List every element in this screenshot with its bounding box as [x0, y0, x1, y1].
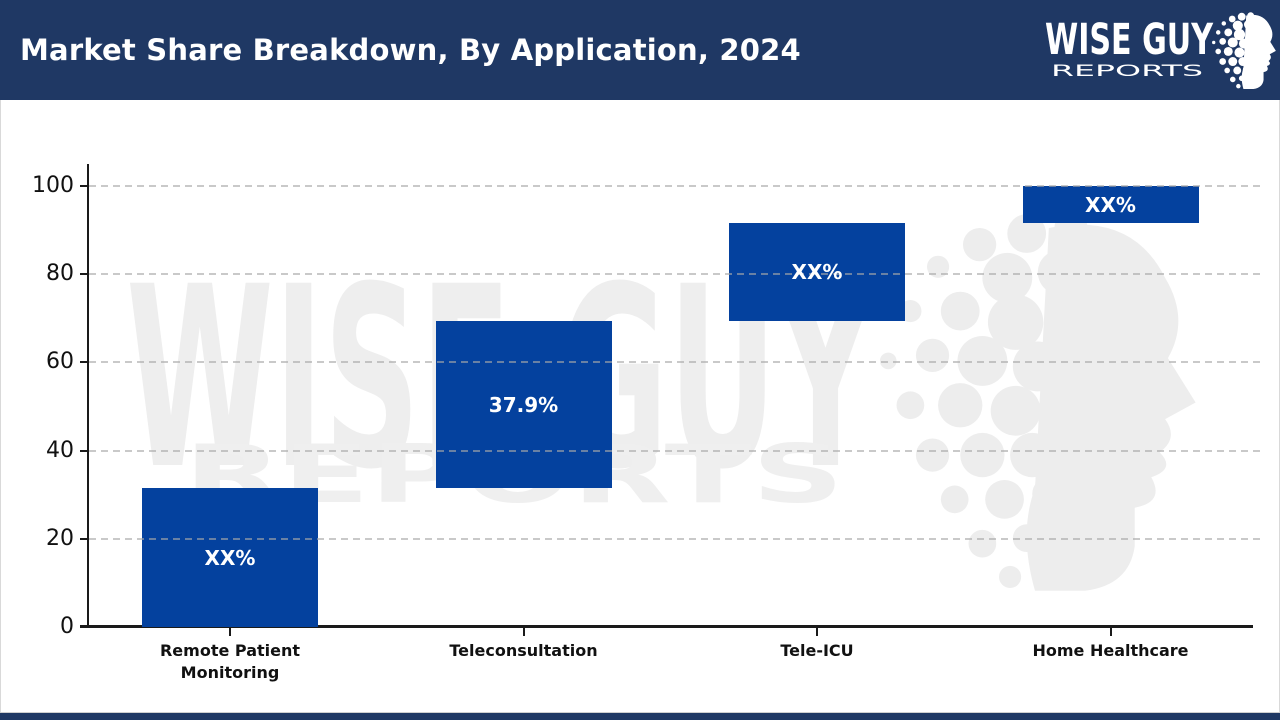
- y-tick-mark: [80, 273, 88, 276]
- y-tick-label: 60: [46, 349, 74, 375]
- page-title: Market Share Breakdown, By Application, …: [20, 33, 801, 67]
- header-bar: Market Share Breakdown, By Application, …: [0, 0, 1280, 100]
- gridline: [89, 537, 1262, 540]
- x-category-label-tele-icu: Tele-ICU: [780, 641, 854, 660]
- logo-subtext: REPORTS: [1051, 61, 1203, 80]
- bar-tele-icu: [729, 223, 905, 321]
- y-tick-label: 80: [46, 261, 74, 287]
- gridline: [89, 185, 1262, 187]
- x-tick-mark: [816, 628, 818, 636]
- x-category-label-home-healthcare: Home Healthcare: [1032, 641, 1189, 660]
- bar-remote-patient-monitoring: [142, 488, 318, 627]
- bar-value-label-teleconsultation: 37.9%: [488, 392, 559, 417]
- bottom-hairline: [0, 712, 1280, 713]
- gridline: [89, 273, 1262, 276]
- x-tick-mark: [229, 628, 231, 636]
- x-category-label-remote-patient-monitoring: Remote Patient Monitoring: [159, 641, 301, 682]
- y-tick-mark: [80, 361, 88, 364]
- bar-value-label-tele-icu: XX%: [791, 260, 843, 285]
- x-axis-line: [80, 625, 1253, 628]
- y-tick-label: 0: [60, 614, 74, 639]
- y-axis-line: [87, 164, 89, 627]
- left-edge-border: [0, 100, 1, 712]
- footer-bar: [0, 713, 1280, 720]
- bar-value-label-remote-patient-monitoring: XX%: [204, 545, 256, 570]
- y-tick-label: 20: [46, 525, 74, 551]
- watermark-dot-head-icon: [879, 211, 1196, 591]
- y-tick-label: 40: [46, 437, 74, 463]
- gridline: [89, 449, 1262, 452]
- y-tick-label: 100: [32, 173, 74, 198]
- y-tick-mark: [80, 449, 88, 452]
- y-tick-mark: [80, 185, 88, 187]
- logo-wordmark: WISE GUY: [1045, 15, 1214, 65]
- bar-value-label-home-healthcare: XX%: [1085, 192, 1136, 217]
- y-tick-mark: [80, 537, 88, 540]
- x-category-label-teleconsultation: Teleconsultation: [449, 641, 598, 660]
- x-tick-mark: [1109, 628, 1112, 636]
- wise-guy-reports-logo: WISE GUY REPORTS: [1045, 12, 1276, 89]
- gridline: [89, 361, 1262, 364]
- logo-dot-head-icon: [1212, 12, 1276, 89]
- bar-home-healthcare: [1022, 186, 1199, 224]
- x-tick-mark: [522, 628, 525, 636]
- bar-teleconsultation: [435, 320, 612, 489]
